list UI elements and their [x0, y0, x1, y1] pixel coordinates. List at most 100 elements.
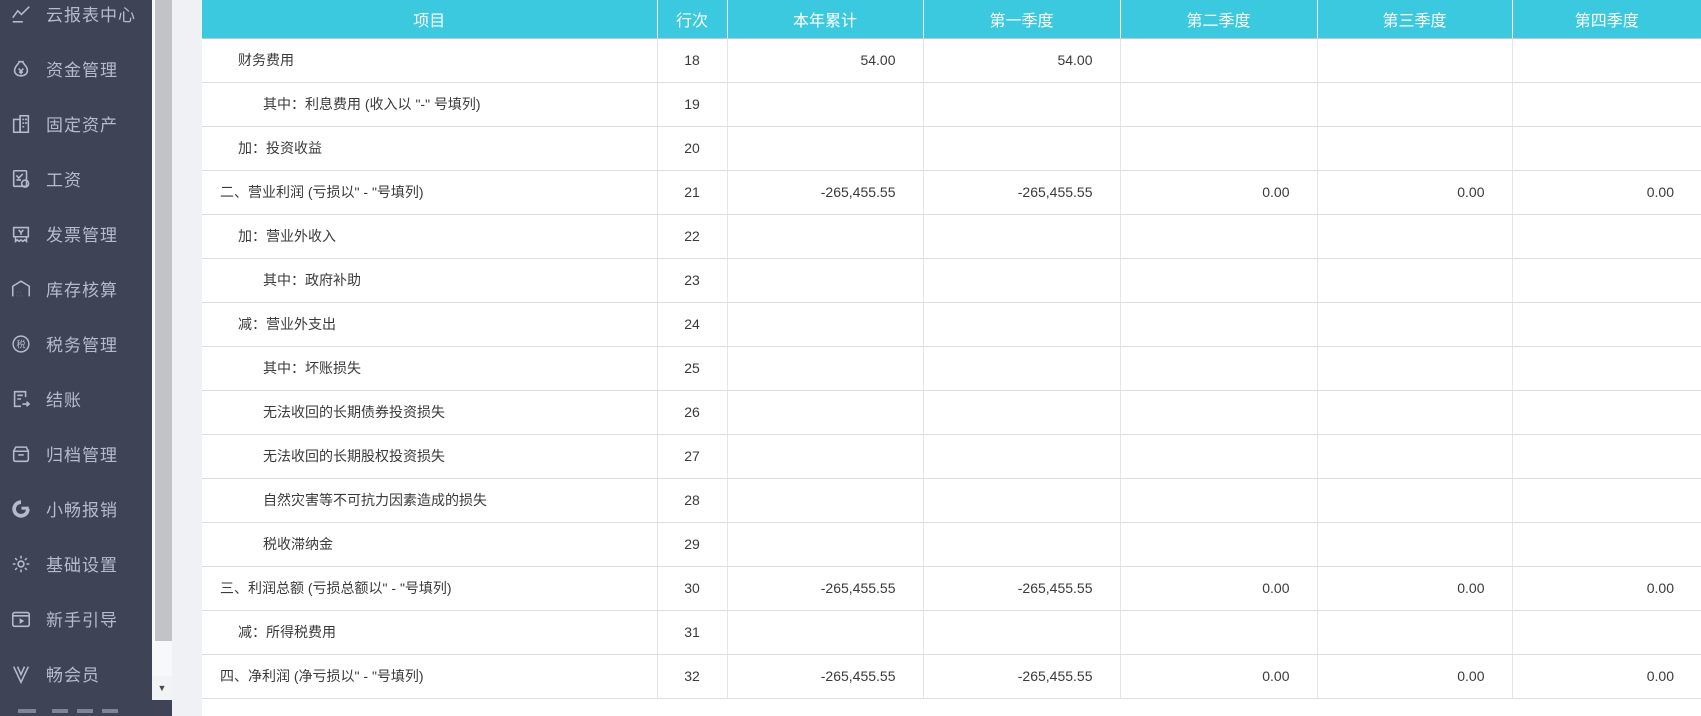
row-value-q1 — [923, 214, 1121, 259]
row-value-q2 — [1120, 478, 1318, 523]
sidebar-item-reimburse[interactable]: 小畅报销 — [0, 481, 152, 536]
sidebar-item-label: 结账 — [46, 391, 82, 410]
row-value-q2 — [1120, 214, 1318, 259]
row-value-q4 — [1512, 258, 1701, 303]
row-value-q2: 0.00 — [1120, 566, 1318, 611]
sidebar-item-label: 新手引导 — [46, 611, 118, 630]
row-value-ytd: -265,455.55 — [727, 654, 924, 699]
row-value-q2 — [1120, 302, 1318, 347]
sidebar-item-label: 资金管理 — [46, 61, 118, 80]
row-value-q3 — [1317, 38, 1513, 83]
table-row: 加：营业外收入 22 — [202, 214, 1701, 259]
table-row: 减：所得税费用 31 — [202, 610, 1701, 655]
svg-text:税: 税 — [16, 338, 25, 349]
row-value-q1 — [923, 302, 1121, 347]
row-value-q3 — [1317, 126, 1513, 171]
row-value-q3 — [1317, 390, 1513, 435]
row-value-ytd: 54.00 — [727, 38, 924, 83]
row-item-label: 加：营业外收入 — [202, 214, 658, 259]
table-row: 减：营业外支出 24 — [202, 302, 1701, 347]
building-icon — [9, 112, 33, 136]
table-row: 二、营业利润 (亏损以" - "号填列) 21 -265,455.55 -265… — [202, 170, 1701, 215]
sidebar-item-guide[interactable]: 新手引导 — [0, 591, 152, 646]
table-header-row: 项目 行次 本年累计 第一季度 第二季度 第三季度 第四季度 — [202, 0, 1701, 39]
sidebar-item-tax[interactable]: 税 税务管理 — [0, 316, 152, 371]
row-value-q4 — [1512, 390, 1701, 435]
row-item-label: 财务费用 — [202, 38, 658, 83]
table-row: 财务费用 18 54.00 54.00 — [202, 38, 1701, 83]
scrollbar-thumb[interactable] — [155, 0, 172, 641]
table-row: 无法收回的长期股权投资损失 27 — [202, 434, 1701, 479]
scrollbar-down-button[interactable]: ▼ — [152, 676, 172, 700]
row-value-q3 — [1317, 610, 1513, 655]
row-value-q3 — [1317, 478, 1513, 523]
row-value-q1: -265,455.55 — [923, 654, 1121, 699]
row-line-number: 19 — [657, 82, 728, 127]
sidebar-item-invoices[interactable]: 发票管理 — [0, 206, 152, 261]
row-value-q3 — [1317, 82, 1513, 127]
sidebar-item-membership[interactable]: 畅会员 — [0, 646, 152, 701]
vip-icon — [9, 662, 33, 686]
row-line-number: 22 — [657, 214, 728, 259]
row-value-q4 — [1512, 522, 1701, 567]
sidebar-item-salary[interactable]: 工资 — [0, 151, 152, 206]
row-line-number: 29 — [657, 522, 728, 567]
col-header-line-no: 行次 — [657, 0, 728, 39]
row-item-label: 税收滞纳金 — [202, 522, 658, 567]
table-row: 无法收回的长期债券投资损失 26 — [202, 390, 1701, 435]
row-value-q3 — [1317, 302, 1513, 347]
sidebar-item-label: 固定资产 — [46, 116, 118, 135]
warehouse-icon — [9, 277, 33, 301]
row-item-label: 加：投资收益 — [202, 126, 658, 171]
row-line-number: 26 — [657, 390, 728, 435]
row-value-ytd — [727, 126, 924, 171]
sidebar-item-fixed-assets[interactable]: 固定资产 — [0, 96, 152, 151]
col-header-q4: 第四季度 — [1512, 0, 1701, 39]
row-value-q1 — [923, 390, 1121, 435]
row-value-ytd — [727, 302, 924, 347]
sidebar-item-settings[interactable]: 基础设置 — [0, 536, 152, 591]
sidebar-scrollbar[interactable]: ▼ — [152, 0, 172, 700]
row-line-number: 24 — [657, 302, 728, 347]
table-row: 其中：坏账损失 25 — [202, 346, 1701, 391]
row-value-q3 — [1317, 522, 1513, 567]
sidebar-item-archive[interactable]: 归档管理 — [0, 426, 152, 481]
sidebar-item-inventory[interactable]: 库存核算 — [0, 261, 152, 316]
archive-box-icon — [9, 442, 33, 466]
row-item-label: 三、利润总额 (亏损总额以" - "号填列) — [202, 566, 658, 611]
sidebar-item-closing[interactable]: 结账 — [0, 371, 152, 426]
row-value-q2 — [1120, 82, 1318, 127]
row-value-q2 — [1120, 38, 1318, 83]
row-value-q4 — [1512, 214, 1701, 259]
sidebar-item-label: 归档管理 — [46, 446, 118, 465]
row-line-number: 31 — [657, 610, 728, 655]
row-value-q4: 0.00 — [1512, 566, 1701, 611]
row-value-ytd — [727, 258, 924, 303]
row-value-q4 — [1512, 478, 1701, 523]
row-line-number: 28 — [657, 478, 728, 523]
row-value-q4: 0.00 — [1512, 654, 1701, 699]
row-item-label: 其中：政府补助 — [202, 258, 658, 303]
sidebar-item-funds[interactable]: 资金管理 — [0, 41, 152, 96]
row-value-q1 — [923, 434, 1121, 479]
row-value-q2 — [1120, 522, 1318, 567]
row-value-ytd — [727, 478, 924, 523]
row-value-ytd: -265,455.55 — [727, 170, 924, 215]
row-value-q2 — [1120, 126, 1318, 171]
col-header-item: 项目 — [202, 0, 658, 39]
sidebar-item-label: 基础设置 — [46, 556, 118, 575]
chevron-down-icon: ▼ — [157, 683, 167, 693]
row-value-q1 — [923, 478, 1121, 523]
sidebar-item-cloud-reports[interactable]: 云报表中心 — [0, 0, 152, 41]
row-value-q1 — [923, 610, 1121, 655]
line-chart-icon — [9, 2, 33, 26]
row-value-q1 — [923, 346, 1121, 391]
row-item-label: 其中：坏账损失 — [202, 346, 658, 391]
row-line-number: 30 — [657, 566, 728, 611]
invoice-icon — [9, 222, 33, 246]
row-line-number: 20 — [657, 126, 728, 171]
guide-video-icon — [9, 607, 33, 631]
sidebar-item-label: 税务管理 — [46, 336, 118, 355]
sidebar-item-label: 畅会员 — [46, 666, 100, 685]
table-row: 其中：利息费用 (收入以 "-" 号填列) 19 — [202, 82, 1701, 127]
